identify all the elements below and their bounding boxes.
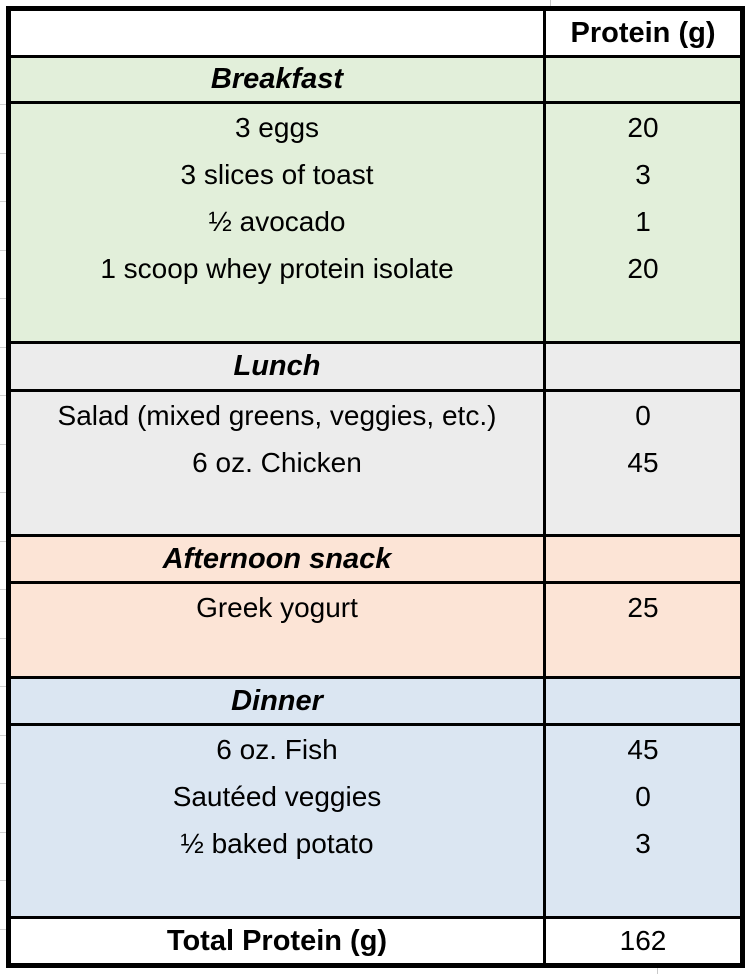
gridline-stub-left (0, 298, 6, 299)
item-label: 6 oz. Fish (216, 734, 338, 765)
gridline-stub-left (0, 880, 6, 881)
gridline-stub-left (0, 832, 6, 833)
item-label: Greek yogurt (196, 592, 358, 623)
gridline-stub-bottom (657, 968, 658, 974)
section-header-breakfast: Breakfast (11, 58, 740, 104)
gridline-stub-left (0, 395, 6, 396)
section-body-breakfast: 3 eggs 3 slices of toast ½ avocado 1 sco… (11, 104, 740, 344)
total-label: Total Protein (g) (166, 924, 388, 957)
section-body-afternoon-snack: Greek yogurt 25 (11, 584, 740, 679)
item-label: 6 oz. Chicken (192, 447, 362, 478)
gridline-stub-left (0, 686, 6, 687)
table-header-row: Protein (g) (11, 11, 740, 58)
snack-items-cell[interactable]: Greek yogurt (11, 584, 546, 676)
section-body-dinner: 6 oz. Fish Sautéed veggies ½ baked potat… (11, 726, 740, 919)
snack-title: Afternoon snack (162, 542, 392, 575)
gridline-stub-top (550, 0, 551, 6)
item-label: Sautéed veggies (172, 781, 382, 812)
gridline-stub-left (0, 492, 6, 493)
lunch-protein-cell[interactable]: 0 45 (546, 392, 740, 534)
item-label: 3 slices of toast (180, 159, 374, 190)
dinner-title-cell[interactable]: Dinner (11, 679, 546, 723)
gridline-stub-left (0, 929, 6, 930)
gridline-stub-left (0, 201, 6, 202)
item-label: Salad (mixed greens, veggies, etc.) (57, 400, 497, 431)
meal-plan-table: Protein (g) Breakfast 3 eggs 3 slices of… (6, 6, 745, 968)
item-protein: 1 (635, 206, 651, 237)
snack-title-protein-cell[interactable] (546, 537, 740, 581)
lunch-title-protein-cell[interactable] (546, 344, 740, 389)
section-body-lunch: Salad (mixed greens, veggies, etc.) 6 oz… (11, 392, 740, 537)
gridline-stub-left (0, 589, 6, 590)
header-item-cell[interactable] (11, 11, 546, 55)
header-protein-label: Protein (g) (570, 16, 716, 49)
item-protein: 45 (627, 734, 659, 765)
gridline-stub-left (0, 250, 6, 251)
item-label: ½ baked potato (180, 828, 374, 859)
total-row: Total Protein (g) 162 (11, 919, 740, 963)
gridline-stub-left (0, 783, 6, 784)
gridline-stub-left (0, 735, 6, 736)
gridline-stub-left (0, 638, 6, 639)
snack-protein-cell[interactable]: 25 (546, 584, 740, 676)
item-label: ½ avocado (208, 206, 346, 237)
dinner-items-cell[interactable]: 6 oz. Fish Sautéed veggies ½ baked potat… (11, 726, 546, 916)
item-protein: 25 (627, 592, 659, 623)
breakfast-title: Breakfast (210, 63, 344, 95)
item-protein: 0 (635, 400, 651, 431)
section-header-afternoon-snack: Afternoon snack (11, 537, 740, 584)
breakfast-protein-cell[interactable]: 20 3 1 20 (546, 104, 740, 341)
item-protein: 45 (627, 447, 659, 478)
total-label-cell[interactable]: Total Protein (g) (11, 919, 546, 963)
item-protein: 20 (627, 253, 659, 284)
breakfast-title-cell[interactable]: Breakfast (11, 58, 546, 101)
header-item-label (11, 11, 543, 55)
dinner-protein-cell[interactable]: 45 0 3 (546, 726, 740, 916)
section-header-dinner: Dinner (11, 679, 740, 726)
breakfast-title-protein-cell[interactable] (546, 58, 740, 101)
snack-title-cell[interactable]: Afternoon snack (11, 537, 546, 581)
gridline-stub-left (0, 541, 6, 542)
dinner-title-protein-cell[interactable] (546, 679, 740, 723)
item-protein: 3 (635, 159, 651, 190)
item-label: 1 scoop whey protein isolate (100, 253, 454, 284)
breakfast-items-cell[interactable]: 3 eggs 3 slices of toast ½ avocado 1 sco… (11, 104, 546, 341)
item-label: 3 eggs (234, 112, 320, 143)
total-value-cell[interactable]: 162 (546, 919, 740, 963)
gridline-stub-left (0, 104, 6, 105)
dinner-title: Dinner (231, 684, 323, 717)
gridline-stub-left (0, 444, 6, 445)
item-protein: 20 (627, 112, 659, 143)
item-protein: 0 (635, 781, 651, 812)
gridline-stub-left (0, 347, 6, 348)
lunch-title-cell[interactable]: Lunch (11, 344, 546, 389)
item-protein: 3 (635, 828, 651, 859)
lunch-title: Lunch (233, 350, 321, 382)
header-protein-cell[interactable]: Protein (g) (546, 11, 740, 55)
total-value: 162 (619, 925, 667, 956)
gridline-stub-left (0, 153, 6, 154)
lunch-items-cell[interactable]: Salad (mixed greens, veggies, etc.) 6 oz… (11, 392, 546, 534)
section-header-lunch: Lunch (11, 344, 740, 392)
